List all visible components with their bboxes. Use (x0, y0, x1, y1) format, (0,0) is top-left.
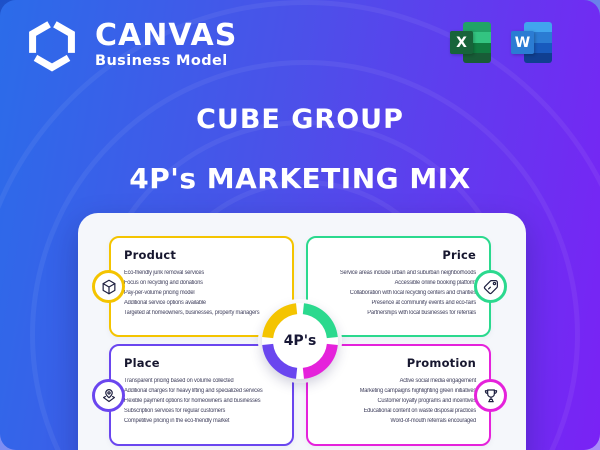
quadrant-title-price: Price (442, 248, 476, 262)
cube-icon (92, 270, 125, 303)
quadrant-items-place: Transparent pricing based on volume coll… (124, 376, 286, 426)
price-tag-icon (474, 270, 507, 303)
marketing-mix-heading: 4P's MARKETING MIX (129, 162, 471, 195)
quadrant-item: Subscription services for regular custom… (124, 408, 226, 414)
quadrant-item: Service areas include urban and suburban… (339, 270, 476, 276)
quadrant-item: Pay-per-volume pricing model (124, 290, 195, 296)
four-ps-label: 4P's (283, 333, 317, 349)
quadrant-item: Educational content on waste disposal pr… (363, 408, 477, 414)
quadrant-items-price: Service areas include urban and suburban… (314, 268, 476, 318)
brand-logo: CANVAS Business Model (95, 18, 238, 70)
quadrant-card-place: Place Transparent pricing based on volum… (109, 344, 294, 446)
quadrant-item: Flexible payment options for homeowners … (124, 398, 261, 404)
quadrant-items-product: Eco-friendly junk removal services Focus… (124, 268, 286, 318)
quadrant-item: Collaboration with local recycling cente… (349, 290, 476, 296)
word-file-icon[interactable]: W (511, 22, 552, 63)
company-name-heading: CUBE GROUP (196, 104, 404, 135)
brand-name: CANVAS (95, 18, 238, 53)
four-ps-hub: 4P's (258, 299, 342, 383)
quadrant-item: Customer loyalty programs and incentives (377, 398, 476, 404)
quadrant-item: Presence at community events and eco-fai… (371, 300, 477, 306)
quadrant-card-product: Product Eco-friendly junk removal servic… (109, 236, 294, 337)
quadrant-item: Marketing campaigns highlighting green i… (359, 388, 476, 394)
brand-tagline: Business Model (95, 53, 228, 69)
quadrant-item: Active social media engagement (399, 378, 477, 384)
excel-icon-bands (463, 22, 491, 63)
quadrant-item: Partnerships with local businesses for r… (367, 310, 476, 316)
quadrant-card-price: Price Service areas include urban and su… (306, 236, 491, 337)
trophy-icon (474, 379, 507, 412)
quadrant-item: Accessible online booking platform (394, 280, 477, 286)
four-ps-ring (258, 299, 342, 383)
word-icon-bands (524, 22, 552, 63)
quadrant-item: Transparent pricing based on volume coll… (124, 378, 234, 384)
quadrant-item: Word-of-mouth referrals encouraged (390, 418, 476, 424)
quadrant-items-promotion: Active social media engagement Marketing… (314, 376, 476, 426)
quadrant-item: Eco-friendly junk removal services (124, 270, 205, 276)
quadrant-item: Additional service options available (124, 300, 206, 306)
quadrant-title-product: Product (124, 248, 177, 262)
excel-file-icon[interactable]: X (450, 22, 491, 63)
quadrant-item: Additional charges for heavy lifting and… (124, 388, 263, 394)
word-letter: W (511, 31, 534, 54)
quadrant-item: Competitive pricing in the eco-friendly … (124, 418, 230, 424)
quadrant-item: Targeted at homeowners, businesses, prop… (124, 310, 260, 316)
excel-letter: X (450, 31, 473, 54)
quadrant-title-promotion: Promotion (406, 356, 476, 370)
map-pin-icon (92, 379, 125, 412)
hexagon-logo-icon (29, 21, 75, 72)
quadrant-title-place: Place (124, 356, 160, 370)
quadrant-item: Focus on recycling and donations (124, 280, 203, 286)
